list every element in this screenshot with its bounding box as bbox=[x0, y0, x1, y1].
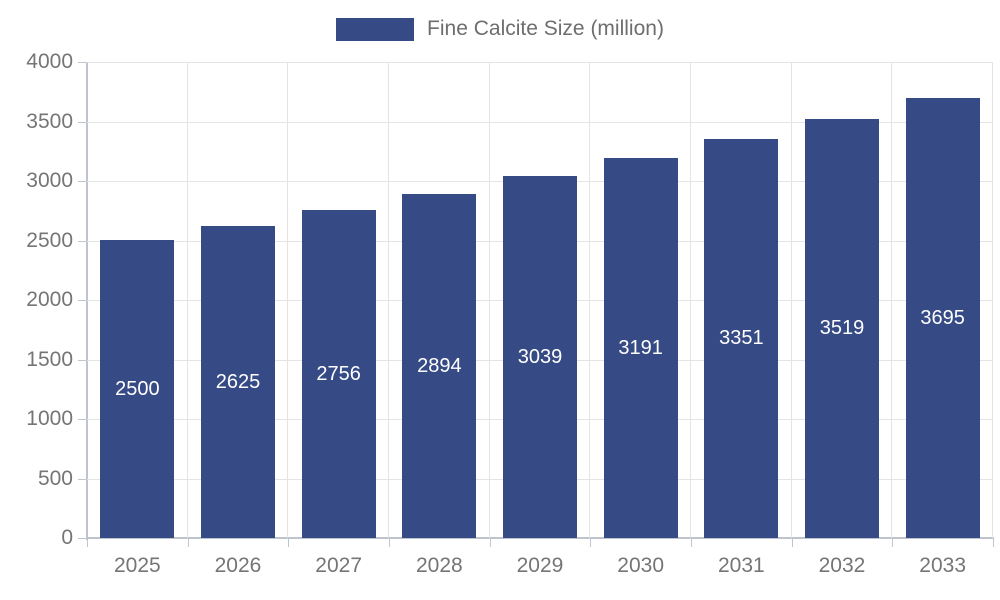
bar-2027[interactable]: 2756 bbox=[301, 210, 376, 538]
y-tick-mark bbox=[78, 538, 86, 539]
x-tick-label: 2031 bbox=[717, 554, 765, 577]
x-tick-mark bbox=[993, 539, 994, 547]
x-gridline bbox=[489, 62, 490, 538]
bar-2026[interactable]: 2625 bbox=[201, 226, 275, 538]
bar-2028[interactable]: 2894 bbox=[402, 194, 477, 538]
y-tick-label: 500 bbox=[37, 466, 73, 490]
bar-value-label: 2894 bbox=[417, 354, 462, 377]
x-tick-label: 2025 bbox=[113, 554, 161, 577]
y-tick-label: 3000 bbox=[26, 169, 73, 192]
x-tick-mark bbox=[188, 539, 189, 547]
y-tick-mark bbox=[78, 478, 86, 480]
x-gridline bbox=[690, 62, 691, 538]
y-tick-mark bbox=[78, 62, 86, 63]
x-tick-mark bbox=[691, 539, 692, 547]
x-tick-mark bbox=[892, 539, 893, 547]
bar-2029[interactable]: 3039 bbox=[503, 176, 577, 538]
x-tick-label: 2030 bbox=[617, 554, 665, 577]
bar-2031[interactable]: 3351 bbox=[704, 139, 779, 538]
legend-label: Fine Calcite Size (million) bbox=[427, 17, 664, 40]
y-tick-mark bbox=[78, 240, 86, 242]
bar-2033[interactable]: 3695 bbox=[905, 98, 980, 538]
bar-2032[interactable]: 3519 bbox=[805, 119, 879, 538]
y-gridline bbox=[87, 62, 993, 63]
y-tick-label: 1500 bbox=[26, 347, 73, 371]
x-gridline bbox=[388, 62, 389, 538]
y-tick-mark bbox=[78, 359, 86, 361]
y-tick-label: 2000 bbox=[26, 288, 73, 311]
legend[interactable]: Fine Calcite Size (million) bbox=[0, 17, 1000, 41]
x-tick-mark bbox=[590, 539, 591, 547]
bar-value-label: 2756 bbox=[316, 362, 361, 385]
x-gridline bbox=[287, 62, 288, 538]
x-tick-mark bbox=[792, 539, 793, 547]
plot-area: 2500 2625 2756 2894 3039 3191 3351 3519 3695 bbox=[87, 62, 993, 538]
x-tick-mark bbox=[288, 539, 289, 547]
bar-value-label: 3695 bbox=[920, 306, 965, 329]
y-axis-line bbox=[86, 62, 88, 540]
x-tick-label: 2026 bbox=[214, 554, 262, 577]
x-gridline bbox=[187, 62, 188, 538]
x-tick-label: 2033 bbox=[919, 554, 967, 577]
x-tick-label: 2032 bbox=[818, 554, 866, 577]
bar-value-label: 3039 bbox=[517, 345, 563, 368]
x-tick-label: 2028 bbox=[415, 554, 463, 577]
y-tick-label: 4000 bbox=[26, 50, 73, 73]
y-tick-mark bbox=[78, 300, 86, 301]
y-tick-label: 1000 bbox=[26, 407, 73, 430]
bar-2025[interactable]: 2500 bbox=[100, 240, 175, 538]
x-gridline bbox=[791, 62, 792, 538]
x-tick-mark bbox=[87, 539, 88, 547]
y-tick-mark bbox=[78, 181, 86, 182]
x-tick-label: 2029 bbox=[516, 554, 564, 577]
legend-swatch bbox=[336, 17, 415, 41]
x-tick-mark bbox=[389, 539, 390, 547]
bar-value-label: 2625 bbox=[215, 370, 261, 393]
y-tick-label: 2500 bbox=[26, 228, 73, 252]
bar-value-label: 3351 bbox=[719, 327, 764, 349]
x-tick-mark bbox=[490, 539, 491, 547]
bar-value-label: 3191 bbox=[618, 336, 663, 359]
x-gridline bbox=[589, 62, 590, 538]
y-tick-mark bbox=[78, 121, 86, 123]
x-tick-label: 2027 bbox=[315, 554, 363, 577]
y-tick-label: 0 bbox=[61, 526, 73, 549]
x-gridline bbox=[992, 62, 993, 538]
x-axis-line bbox=[86, 537, 994, 539]
y-tick-label: 3500 bbox=[26, 109, 73, 133]
y-gridline bbox=[87, 121, 993, 123]
bar-2030[interactable]: 3191 bbox=[603, 158, 678, 538]
x-gridline bbox=[891, 62, 892, 538]
y-tick-mark bbox=[78, 419, 86, 420]
bar-value-label: 3519 bbox=[819, 317, 865, 339]
bar-value-label: 2500 bbox=[115, 377, 160, 400]
